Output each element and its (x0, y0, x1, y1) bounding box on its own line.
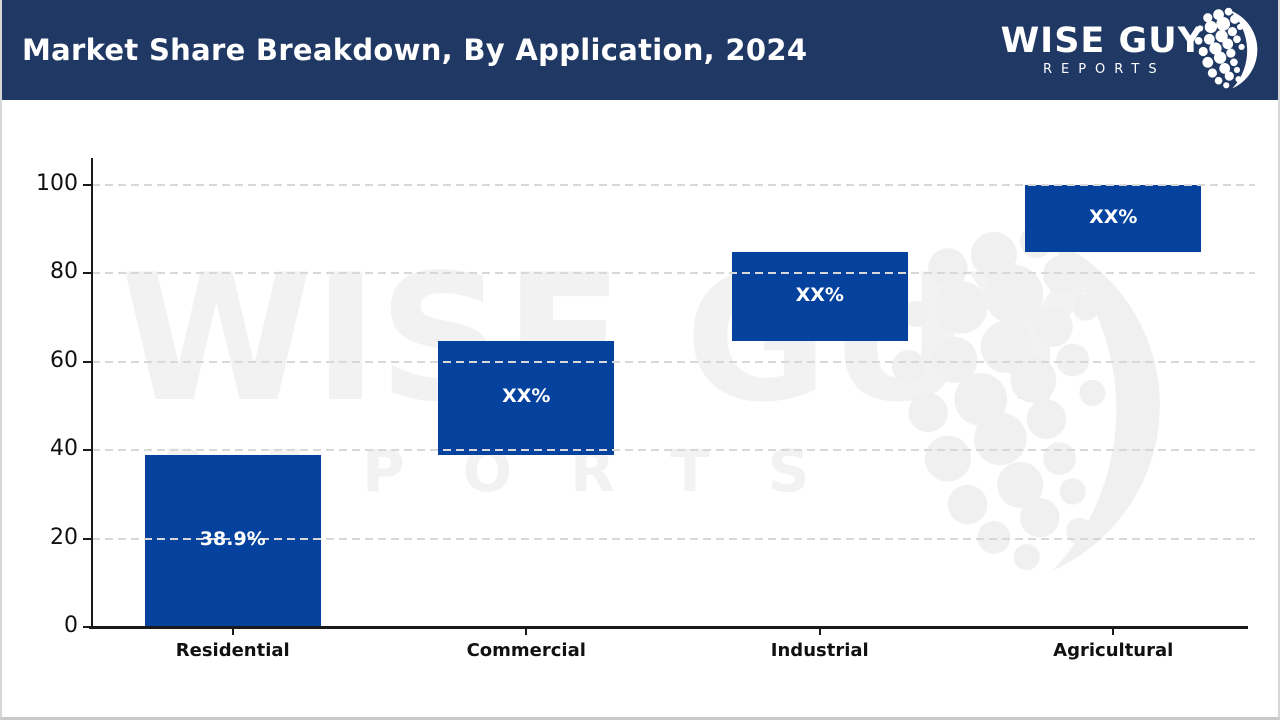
gridline (92, 184, 1255, 186)
x-category-label: Commercial (466, 640, 586, 661)
gridline (92, 272, 1255, 275)
brand-logo-line2: REPORTS (1042, 61, 1166, 77)
gridline (92, 537, 1255, 540)
bar-value-label: XX% (502, 385, 551, 408)
x-tick-mark (525, 627, 528, 635)
bar-commercial (438, 341, 615, 456)
x-tick-mark (1112, 627, 1115, 635)
y-tick-label: 80 (50, 259, 78, 285)
watermark-head-icon (880, 222, 1180, 590)
y-tick-label: 0 (64, 613, 78, 638)
chart-plot: 0 20 40 60 80 100 38.9% Residential XX% Commercia… (2, 100, 1278, 717)
bar-agricultural (1025, 185, 1202, 253)
gridline (92, 360, 1255, 363)
x-tick-mark (231, 627, 234, 635)
chart-title: Market Share Breakdown, By Application, … (22, 33, 808, 67)
axis-y-spine (91, 158, 93, 629)
y-tick-mark (83, 626, 91, 628)
brand-logo-line1: WISE GUY (1000, 21, 1204, 62)
y-tick-mark (83, 537, 91, 540)
y-tick-label: 100 (36, 171, 78, 196)
y-tick-mark (83, 184, 91, 186)
y-tick-label: 40 (50, 436, 78, 462)
y-tick-label: 60 (50, 347, 78, 373)
brand-logo-text: WISE GUY REPORTS (1001, 23, 1204, 77)
y-tick-mark (83, 360, 91, 363)
y-tick-mark (83, 272, 91, 275)
x-category-label: Residential (175, 640, 290, 661)
gridline (92, 449, 1255, 452)
brand-logo: WISE GUY REPORTS (1001, 6, 1264, 94)
x-category-label: Industrial (770, 640, 869, 661)
bar-value-label: XX% (1089, 205, 1138, 228)
bar-value-label: XX% (795, 283, 844, 306)
bar-value-label: 38.9% (199, 528, 266, 551)
axis-x-spine (89, 626, 1248, 629)
y-tick-label: 20 (50, 524, 78, 550)
header-bar: Market Share Breakdown, By Application, … (2, 0, 1278, 100)
x-category-label: Agricultural (1053, 640, 1174, 661)
x-tick-mark (818, 627, 821, 635)
y-tick-mark (83, 449, 91, 452)
bar-residential (144, 455, 321, 627)
bar-industrial (731, 252, 908, 341)
